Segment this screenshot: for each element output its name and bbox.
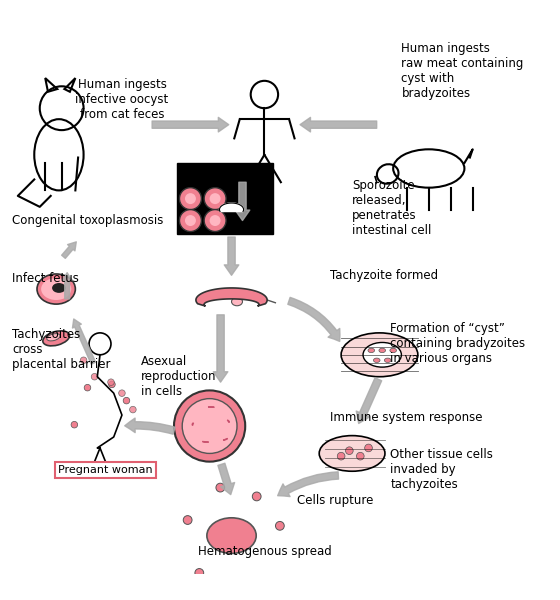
- Circle shape: [109, 381, 115, 388]
- Bar: [177, 163, 273, 234]
- Text: Other tissue cells
invaded by
tachyzoites: Other tissue cells invaded by tachyzoite…: [390, 448, 493, 491]
- Circle shape: [365, 444, 372, 452]
- Text: Pregnant woman: Pregnant woman: [58, 465, 153, 475]
- Ellipse shape: [390, 348, 396, 353]
- Polygon shape: [220, 203, 244, 212]
- Ellipse shape: [47, 334, 60, 341]
- Circle shape: [80, 357, 87, 364]
- Circle shape: [240, 576, 249, 584]
- Circle shape: [182, 398, 237, 454]
- Text: Asexual
reproduction
in cells: Asexual reproduction in cells: [141, 355, 217, 398]
- Ellipse shape: [379, 348, 385, 353]
- Ellipse shape: [341, 333, 418, 377]
- Ellipse shape: [204, 209, 226, 232]
- Ellipse shape: [179, 209, 202, 232]
- Circle shape: [108, 379, 114, 385]
- Text: Infect fetus: Infect fetus: [12, 272, 79, 284]
- Circle shape: [346, 447, 353, 455]
- Text: Human ingests
raw meat containing
cyst with
bradyzoites: Human ingests raw meat containing cyst w…: [402, 43, 524, 100]
- Ellipse shape: [37, 274, 76, 304]
- Text: Cells rupture: Cells rupture: [297, 494, 374, 506]
- Text: Immune system response: Immune system response: [330, 412, 483, 424]
- Circle shape: [337, 452, 345, 460]
- Circle shape: [84, 385, 91, 391]
- Ellipse shape: [368, 348, 375, 353]
- Ellipse shape: [384, 358, 391, 362]
- Ellipse shape: [363, 343, 402, 367]
- Text: Formation of “cyst”
containing bradyzoites
in various organs: Formation of “cyst” containing bradyzoit…: [390, 322, 526, 365]
- Ellipse shape: [374, 358, 380, 362]
- Circle shape: [216, 483, 225, 492]
- Polygon shape: [192, 423, 194, 425]
- Circle shape: [195, 569, 204, 577]
- Polygon shape: [223, 439, 227, 440]
- Text: Sporozoite
released,
penetrates
intestinal cell: Sporozoite released, penetrates intestin…: [352, 179, 431, 238]
- Ellipse shape: [52, 283, 66, 293]
- Text: Human ingests
infective oocyst
from cat feces: Human ingests infective oocyst from cat …: [75, 78, 169, 121]
- Text: Tachyzoite formed: Tachyzoite formed: [330, 269, 438, 282]
- Ellipse shape: [185, 193, 196, 204]
- Ellipse shape: [319, 436, 385, 471]
- Circle shape: [119, 390, 125, 397]
- Ellipse shape: [179, 188, 202, 209]
- Ellipse shape: [43, 331, 69, 346]
- Text: Tachyzoites
cross
placental barrier: Tachyzoites cross placental barrier: [12, 328, 111, 371]
- Ellipse shape: [41, 278, 71, 300]
- Circle shape: [71, 421, 78, 428]
- Ellipse shape: [209, 215, 221, 226]
- Text: Congenital toxoplasmosis: Congenital toxoplasmosis: [12, 214, 164, 227]
- Ellipse shape: [209, 193, 221, 204]
- Ellipse shape: [207, 518, 256, 553]
- Ellipse shape: [204, 188, 226, 209]
- Circle shape: [357, 452, 364, 460]
- Ellipse shape: [231, 298, 242, 306]
- Polygon shape: [227, 420, 229, 422]
- Circle shape: [129, 406, 136, 413]
- Circle shape: [123, 397, 130, 404]
- Text: Hematogenous spread: Hematogenous spread: [198, 545, 332, 557]
- Circle shape: [174, 391, 245, 461]
- Polygon shape: [196, 288, 267, 306]
- Circle shape: [183, 515, 192, 524]
- Circle shape: [253, 492, 261, 501]
- Ellipse shape: [185, 215, 196, 226]
- Circle shape: [91, 373, 98, 380]
- Circle shape: [276, 521, 284, 530]
